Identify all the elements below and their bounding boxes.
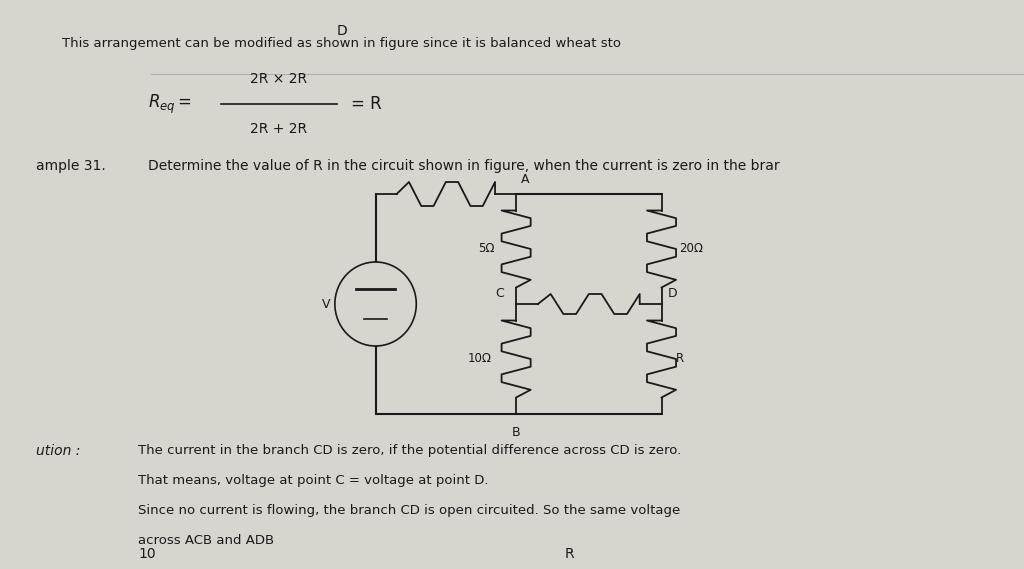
Text: = R: = R xyxy=(351,95,382,113)
Text: R: R xyxy=(676,353,684,365)
Text: 10Ω: 10Ω xyxy=(468,353,492,365)
Text: C: C xyxy=(496,287,505,300)
Text: V: V xyxy=(323,298,331,311)
Text: 10: 10 xyxy=(138,547,156,561)
Text: across ACB and ADB: across ACB and ADB xyxy=(138,534,274,547)
Text: D: D xyxy=(668,287,677,300)
Text: The current in the branch CD is zero, if the potential difference across CD is z: The current in the branch CD is zero, if… xyxy=(138,444,681,457)
Text: 2R + 2R: 2R + 2R xyxy=(250,122,307,136)
Text: A: A xyxy=(521,173,529,186)
Text: 2R × 2R: 2R × 2R xyxy=(250,72,307,86)
Text: B: B xyxy=(512,426,520,439)
Text: ample 31.: ample 31. xyxy=(36,159,106,173)
Text: Since no current is flowing, the branch CD is open circuited. So the same voltag: Since no current is flowing, the branch … xyxy=(138,504,680,517)
Text: 5Ω: 5Ω xyxy=(478,242,495,255)
Text: D: D xyxy=(336,24,347,38)
Text: R: R xyxy=(564,547,574,561)
Text: That means, voltage at point C = voltage at point D.: That means, voltage at point C = voltage… xyxy=(138,474,488,487)
Text: 20Ω: 20Ω xyxy=(679,242,702,255)
Text: $R_{eq}=$: $R_{eq}=$ xyxy=(147,92,191,116)
Text: Determine the value of R in the circuit shown in figure, when the current is zer: Determine the value of R in the circuit … xyxy=(147,159,779,173)
Text: This arrangement can be modified as shown in figure since it is balanced wheat s: This arrangement can be modified as show… xyxy=(62,37,622,50)
Text: ution :: ution : xyxy=(36,444,81,458)
